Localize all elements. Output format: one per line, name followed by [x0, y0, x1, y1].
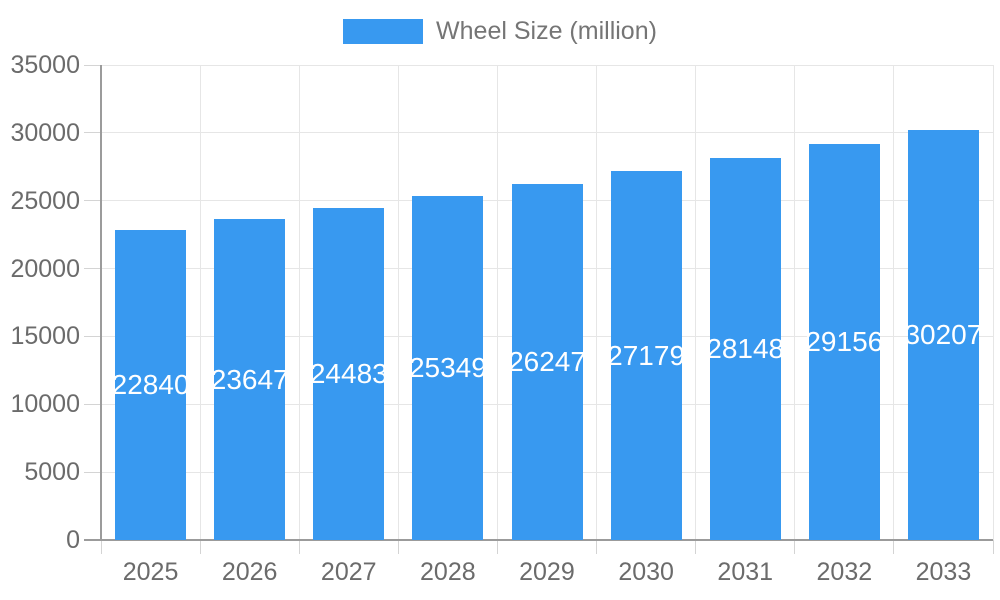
- y-axis-tick: [84, 471, 101, 473]
- y-axis-label: 15000: [10, 322, 80, 351]
- bar-value-label: 30207: [904, 319, 983, 350]
- gridline-vertical: [794, 65, 796, 540]
- gridline-vertical: [992, 65, 994, 540]
- bar[interactable]: [115, 230, 187, 540]
- legend-item[interactable]: Wheel Size (million): [343, 17, 657, 46]
- x-axis-tick: [695, 540, 697, 554]
- bar-value-label: 24483: [309, 357, 388, 389]
- bar[interactable]: [313, 207, 385, 540]
- x-axis-line: [84, 539, 993, 541]
- y-axis-label: 0: [66, 526, 80, 554]
- bar-value-label: 26247: [508, 345, 586, 377]
- x-axis-tick: [893, 540, 895, 554]
- bar[interactable]: [214, 219, 286, 540]
- x-axis-tick: [992, 540, 994, 554]
- gridline-horizontal: [101, 64, 993, 66]
- y-axis-tick: [84, 200, 101, 202]
- x-axis-tick: [298, 540, 300, 554]
- gridline-vertical: [496, 65, 498, 540]
- y-axis-tick: [84, 335, 101, 337]
- gridline-vertical: [893, 65, 895, 540]
- y-axis-label: 30000: [10, 118, 80, 147]
- x-axis-label: 2033: [915, 558, 972, 586]
- bar[interactable]: [610, 171, 682, 540]
- y-axis-tick: [84, 132, 101, 134]
- gridline-vertical: [596, 65, 598, 540]
- gridline-vertical: [695, 65, 697, 540]
- gridline-vertical: [397, 65, 399, 540]
- x-axis-tick: [100, 540, 102, 554]
- gridline-vertical: [199, 65, 201, 540]
- y-axis-line: [100, 65, 102, 540]
- bar-value-label: 25349: [408, 352, 487, 383]
- x-axis-label: 2025: [122, 558, 179, 586]
- bar[interactable]: [511, 183, 583, 540]
- gridline-vertical: [298, 65, 300, 540]
- x-axis-tick: [596, 540, 598, 554]
- gridline-horizontal: [101, 132, 993, 134]
- bar-value-label: 29156: [805, 326, 884, 358]
- y-axis-label: 20000: [10, 254, 80, 283]
- x-axis-tick: [199, 540, 201, 554]
- x-axis-label: 2027: [320, 558, 377, 586]
- bar-value-label: 28148: [706, 333, 785, 364]
- x-axis-label: 2026: [221, 558, 278, 586]
- bar[interactable]: [907, 130, 979, 540]
- x-axis-label: 2030: [618, 558, 674, 586]
- y-axis-tick: [84, 268, 101, 270]
- bar[interactable]: [808, 144, 880, 540]
- bar-value-label: 22840: [111, 369, 190, 400]
- legend: Wheel Size (million): [0, 17, 1000, 46]
- x-axis-tick: [794, 540, 796, 554]
- bar[interactable]: [412, 196, 484, 540]
- legend-label: Wheel Size (million): [436, 17, 657, 45]
- legend-swatch: [343, 19, 424, 44]
- bar-value-label: 27179: [607, 339, 686, 371]
- bar-value-label: 23647: [210, 363, 289, 395]
- y-axis-tick: [84, 403, 101, 405]
- y-axis-label: 5000: [24, 458, 80, 487]
- x-axis-label: 2029: [519, 558, 575, 586]
- x-axis-label: 2028: [420, 558, 476, 586]
- x-axis-tick: [397, 540, 399, 554]
- y-axis-label: 25000: [10, 186, 80, 215]
- y-axis-tick: [84, 64, 101, 66]
- y-axis-label: 35000: [10, 51, 80, 79]
- x-axis-label: 2031: [717, 558, 774, 586]
- x-axis-tick: [496, 540, 498, 554]
- x-axis-label: 2032: [816, 558, 873, 586]
- y-axis-label: 10000: [10, 390, 80, 419]
- bar[interactable]: [709, 158, 781, 540]
